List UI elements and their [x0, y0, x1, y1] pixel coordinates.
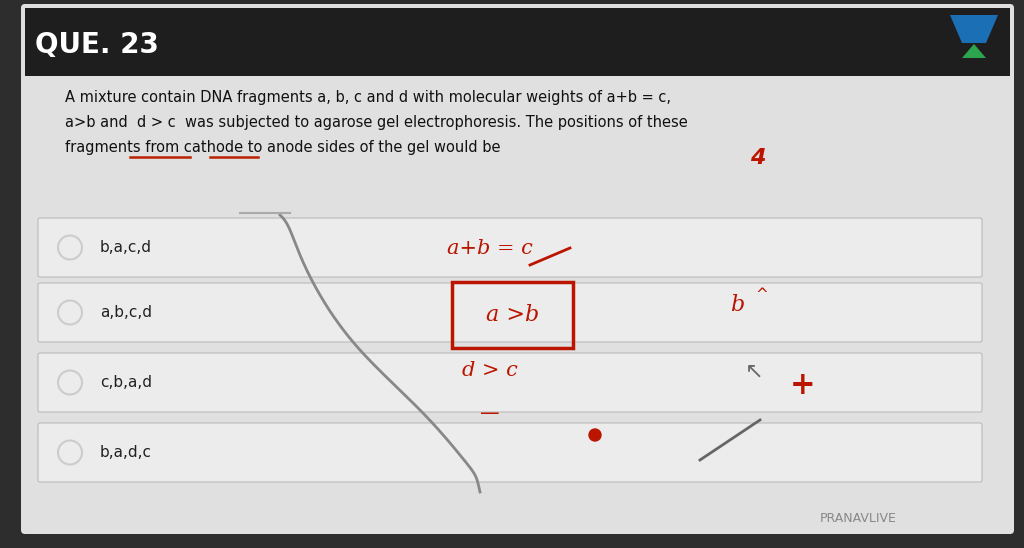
FancyBboxPatch shape — [38, 353, 982, 412]
Text: ^: ^ — [755, 288, 768, 302]
Polygon shape — [950, 15, 998, 43]
Text: A mixture contain DNA fragments a, b, c and d with molecular weights of a+b = c,: A mixture contain DNA fragments a, b, c … — [65, 90, 671, 105]
Text: b,a,d,c: b,a,d,c — [100, 445, 152, 460]
FancyBboxPatch shape — [38, 218, 982, 277]
Text: a,b,c,d: a,b,c,d — [100, 305, 152, 320]
Text: +: + — [790, 369, 816, 401]
Text: b,a,c,d: b,a,c,d — [100, 240, 152, 255]
Text: PRANAVLIVE: PRANAVLIVE — [820, 511, 897, 524]
Text: b: b — [730, 294, 744, 316]
Text: a+b = c: a+b = c — [447, 238, 532, 258]
FancyBboxPatch shape — [25, 8, 1010, 76]
Text: d > c: d > c — [462, 361, 518, 380]
Text: —: — — [480, 403, 500, 423]
Text: 4: 4 — [750, 148, 766, 168]
Text: QUE. 23: QUE. 23 — [35, 31, 159, 59]
Text: c,b,a,d: c,b,a,d — [100, 375, 152, 390]
FancyBboxPatch shape — [22, 4, 1014, 534]
FancyBboxPatch shape — [38, 283, 982, 342]
Text: a>b and  d > c  was subjected to agarose gel electrophoresis. The positions of t: a>b and d > c was subjected to agarose g… — [65, 115, 688, 130]
Polygon shape — [962, 44, 986, 58]
FancyBboxPatch shape — [38, 423, 982, 482]
Text: a >b: a >b — [485, 304, 539, 326]
Circle shape — [589, 429, 601, 441]
Text: ↖: ↖ — [745, 362, 764, 382]
Text: fragments from cathode to anode sides of the gel would be: fragments from cathode to anode sides of… — [65, 140, 501, 155]
